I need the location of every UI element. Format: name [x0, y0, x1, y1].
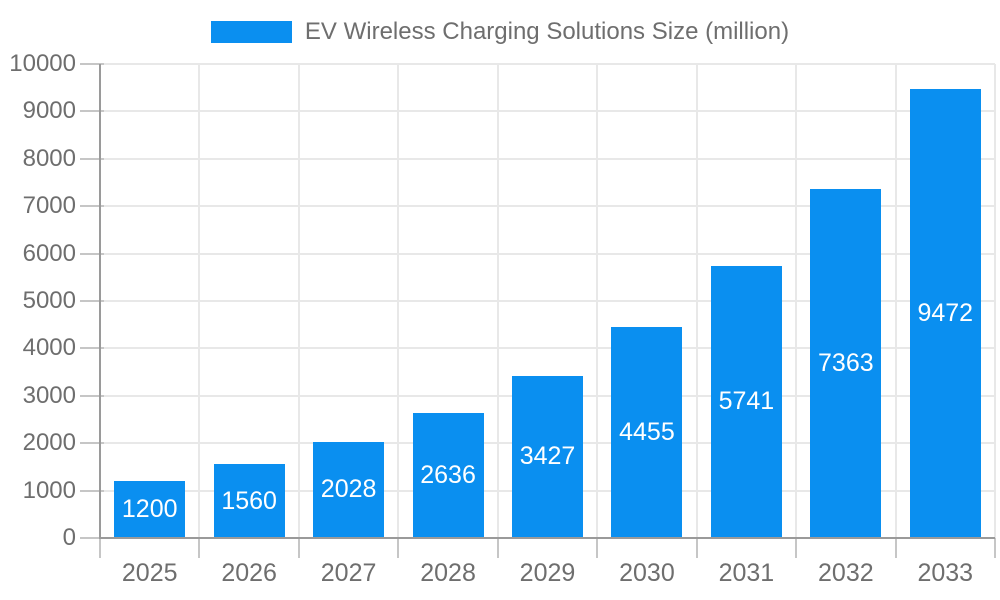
bar-value-label: 1200: [121, 495, 178, 524]
x-gridline: [894, 64, 897, 538]
bar-value-label: 7363: [818, 348, 874, 377]
x-tick: [297, 538, 300, 558]
x-tick: [397, 538, 400, 558]
bar-value-label: 9472: [917, 299, 974, 327]
x-tick: [198, 538, 201, 558]
bar-value-label: 3427: [519, 442, 576, 471]
bar-2025[interactable]: 1200: [114, 481, 186, 538]
x-axis-line: [99, 537, 995, 539]
y-tick-label: 4000: [22, 334, 76, 362]
x-gridline: [397, 64, 400, 538]
y-tick: [80, 205, 104, 208]
y-tick-label: 1000: [22, 476, 76, 504]
x-tick-label: 2026: [221, 559, 277, 587]
y-tick-label: 2000: [22, 429, 76, 457]
x-gridline: [994, 64, 996, 538]
x-tick-label: 2031: [718, 559, 775, 587]
x-tick: [894, 538, 897, 558]
bar-2026[interactable]: 1560: [213, 464, 285, 538]
y-tick: [80, 157, 104, 160]
bar-2032[interactable]: 7363: [810, 188, 882, 538]
y-gridline: [100, 300, 995, 302]
y-tick-label: 5000: [22, 287, 76, 314]
y-tick: [80, 252, 104, 255]
x-gridline: [297, 64, 300, 538]
y-tick: [80, 489, 104, 492]
bar-2030[interactable]: 4455: [611, 326, 683, 538]
x-tick-label: 2032: [818, 559, 874, 587]
bar-2033[interactable]: 9472: [909, 89, 981, 538]
x-tick-label: 2028: [420, 559, 476, 587]
y-tick: [80, 442, 104, 445]
y-tick: [80, 394, 104, 397]
y-tick: [80, 110, 104, 113]
y-gridline: [100, 110, 995, 113]
bar-2029[interactable]: 3427: [512, 375, 583, 538]
x-tick-label: 2033: [917, 559, 974, 587]
x-gridline: [198, 64, 201, 538]
y-gridline: [100, 205, 995, 208]
x-tick-label: 2029: [519, 559, 576, 587]
bar-value-label: 2028: [320, 475, 377, 504]
bar-value-label: 5741: [718, 387, 775, 416]
y-tick: [80, 63, 104, 65]
y-tick-label: 10000: [9, 50, 76, 77]
bar-value-label: 1560: [221, 486, 277, 515]
x-gridline: [695, 64, 698, 538]
y-tick-label: 6000: [22, 239, 76, 267]
x-gridline: [596, 64, 599, 538]
y-tick-label: 0: [62, 524, 76, 551]
x-gridline: [496, 64, 499, 538]
x-tick: [695, 538, 698, 558]
x-tick: [994, 538, 996, 558]
y-tick: [80, 347, 104, 350]
bar-2031[interactable]: 5741: [710, 265, 782, 538]
legend-item[interactable]: EV Wireless Charging Solutions Size (mil…: [0, 18, 1000, 46]
x-tick: [596, 538, 599, 558]
x-tick-label: 2030: [619, 559, 675, 587]
y-tick-label: 7000: [22, 192, 76, 220]
x-tick-label: 2027: [320, 559, 377, 587]
y-tick: [80, 300, 104, 302]
legend-swatch: [210, 21, 292, 43]
y-tick-label: 3000: [22, 381, 76, 409]
y-tick-label: 9000: [22, 97, 76, 125]
y-tick-label: 8000: [22, 144, 76, 172]
x-gridline: [795, 64, 798, 538]
x-tick-label: 2025: [121, 559, 178, 587]
y-gridline: [100, 252, 995, 255]
bar-2027[interactable]: 2028: [313, 441, 385, 538]
y-axis-line: [99, 64, 101, 538]
y-gridline: [100, 157, 995, 160]
bar-value-label: 4455: [619, 417, 675, 446]
y-gridline: [100, 63, 995, 65]
x-tick: [795, 538, 798, 558]
x-tick: [99, 538, 101, 558]
y-tick: [80, 537, 104, 539]
y-gridline: [100, 347, 995, 350]
bar-value-label: 2636: [420, 461, 476, 490]
x-tick: [496, 538, 499, 558]
legend-label: EV Wireless Charging Solutions Size (mil…: [304, 18, 790, 45]
bar-2028[interactable]: 2636: [412, 413, 484, 538]
